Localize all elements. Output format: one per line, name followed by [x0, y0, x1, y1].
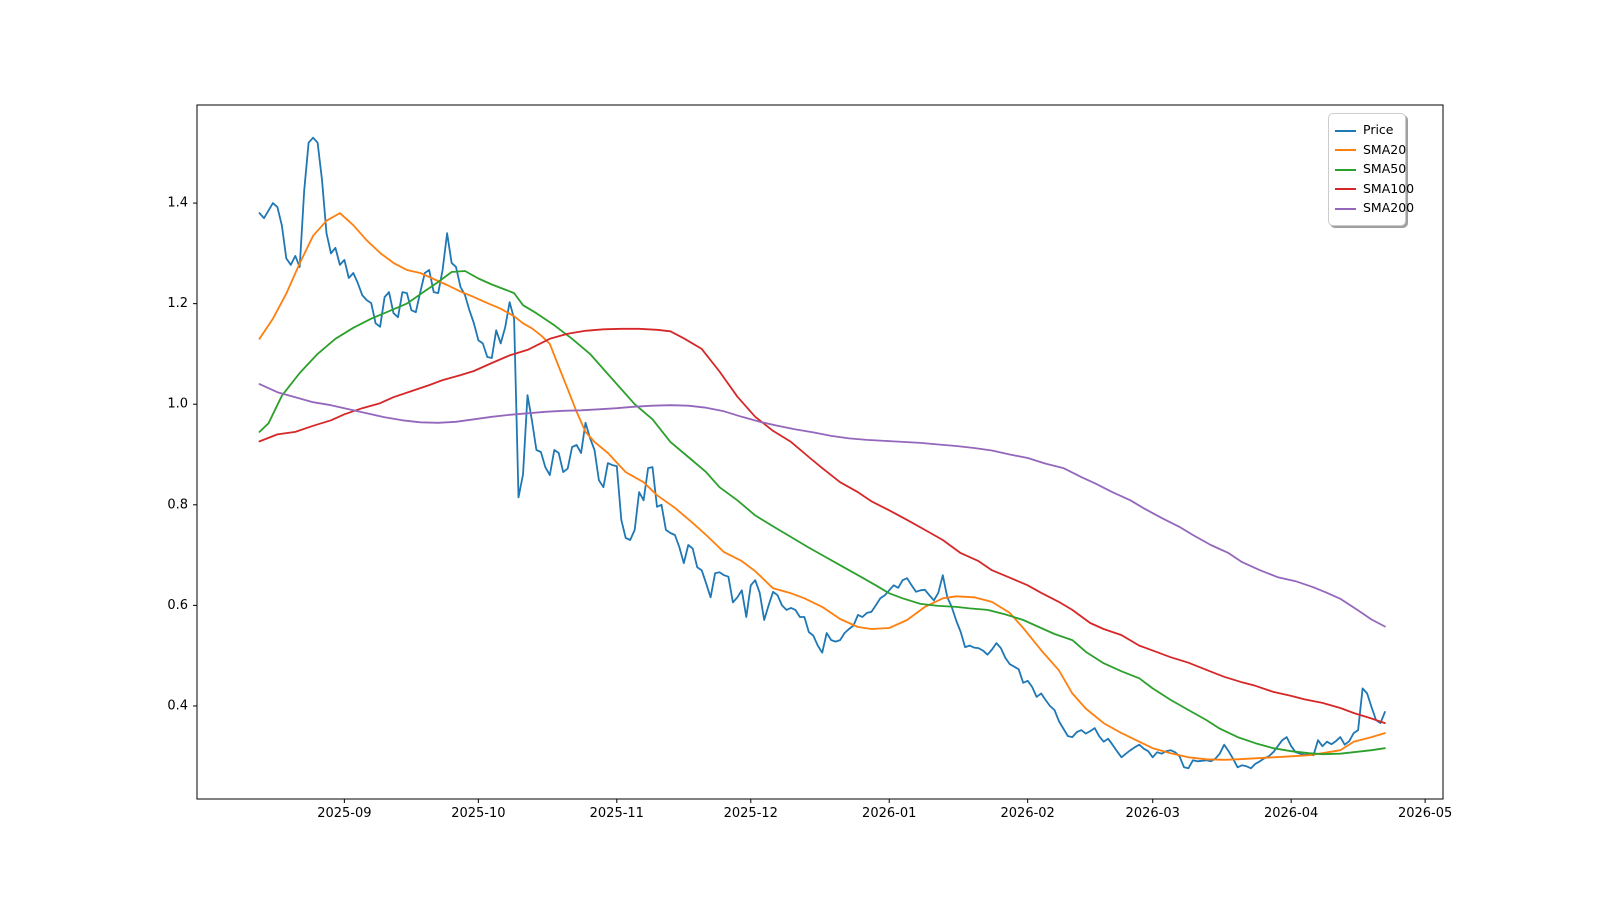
x-tick-label: 2026-03 [1126, 806, 1180, 821]
legend-entry-sma50: SMA50 [1335, 161, 1406, 178]
legend-label-sma100: SMA100 [1363, 180, 1415, 196]
y-tick-label: 0.4 [167, 698, 188, 713]
sma20-line-sample-icon [1335, 149, 1356, 151]
price-line-sample-icon [1335, 129, 1356, 132]
x-tick-label: 2026-02 [1001, 806, 1055, 821]
plot-border [196, 104, 1444, 800]
x-tick-label: 2026-01 [862, 806, 916, 821]
sma200-line [258, 383, 1386, 628]
x-tick-label: 2025-10 [451, 806, 505, 821]
legend-label-sma200: SMA200 [1363, 200, 1415, 216]
legend-entry-sma100: SMA100 [1335, 181, 1414, 198]
x-tick-label: 2025-11 [590, 806, 644, 821]
y-tick-label: 0.8 [167, 497, 188, 512]
x-tick-label: 2025-09 [317, 806, 371, 821]
y-tick-label: 1.2 [167, 296, 188, 311]
sma100-line [258, 327, 1386, 724]
legend-entry-sma200: SMA200 [1335, 200, 1414, 217]
legend-entry-price: Price [1335, 122, 1399, 139]
legend-label-price: Price [1363, 122, 1394, 138]
x-tick-label: 2025-12 [724, 806, 778, 821]
sma50-line-sample-icon [1335, 168, 1356, 171]
sma100-line-sample-icon [1335, 188, 1356, 190]
sma200-line-sample-icon [1335, 207, 1356, 210]
x-tick-label: 2026-05 [1398, 806, 1452, 821]
y-tick-label: 1.0 [167, 397, 188, 412]
legend: Price SMA20 SMA50 SMA100 SMA200 [1328, 113, 1414, 226]
y-tick-label: 0.6 [167, 598, 188, 613]
price-line [258, 136, 1386, 770]
sma20-line [258, 212, 1386, 761]
sma50-line [258, 270, 1386, 756]
legend-entry-sma20: SMA20 [1335, 142, 1406, 159]
y-tick-label: 1.4 [167, 196, 188, 211]
legend-label-sma20: SMA20 [1363, 141, 1407, 157]
legend-label-sma50: SMA50 [1363, 161, 1407, 177]
x-tick-label: 2026-04 [1264, 806, 1318, 821]
